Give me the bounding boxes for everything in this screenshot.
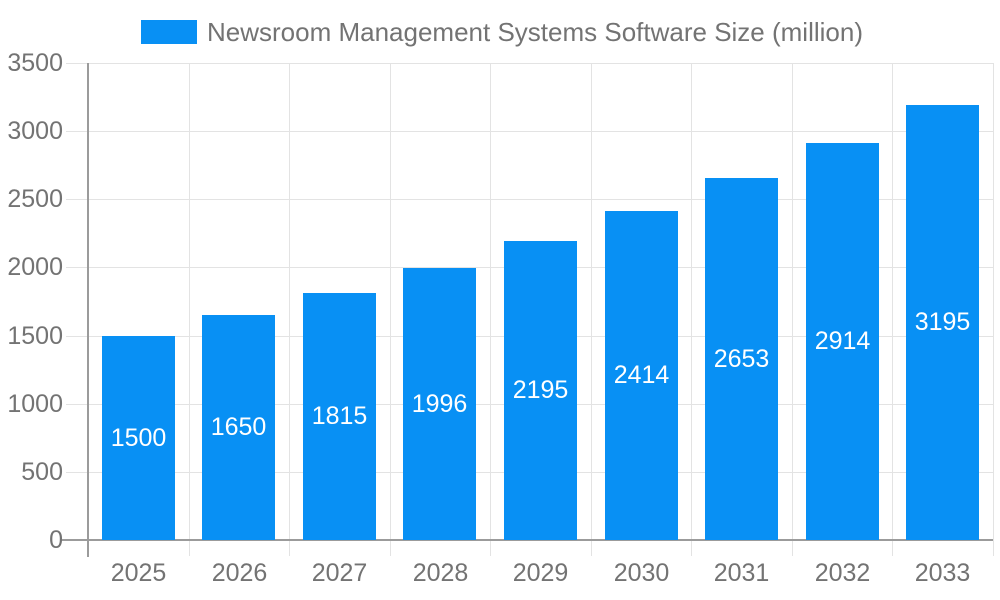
bar-value-label: 1650 (210, 413, 267, 441)
gridline-vertical (490, 63, 491, 556)
y-tick-label: 500 (21, 458, 63, 486)
bar-value-label: 1996 (411, 389, 468, 418)
x-tick-label: 2030 (613, 559, 670, 587)
y-tick-label: 3000 (7, 117, 63, 145)
x-tick-label: 2031 (713, 559, 770, 587)
x-tick-label: 2025 (110, 559, 167, 587)
x-tick-label: 2029 (512, 559, 569, 587)
gridline-horizontal (66, 131, 993, 132)
gridline-vertical (289, 63, 290, 556)
bar-2032: 2914 (806, 143, 879, 540)
gridline-vertical (993, 63, 994, 556)
bar-value-label: 1815 (311, 402, 368, 430)
gridline-vertical (390, 63, 391, 556)
bar-value-label: 2914 (814, 327, 871, 355)
bar-2026: 1650 (202, 315, 275, 540)
bar-value-label: 3195 (914, 308, 971, 336)
gridline-horizontal (66, 63, 993, 64)
gridline-vertical (591, 63, 592, 556)
x-tick-label: 2032 (814, 559, 871, 587)
gridline-vertical (892, 63, 893, 556)
gridline-horizontal (66, 199, 993, 200)
bar-2025: 1500 (102, 336, 175, 540)
bar-value-label: 2653 (713, 344, 770, 373)
gridline-vertical (189, 63, 190, 556)
y-tick-label: 2000 (7, 253, 63, 281)
bar-2027: 1815 (303, 293, 376, 540)
y-tick-label: 3500 (7, 49, 63, 77)
x-axis-baseline (62, 539, 993, 541)
legend-swatch (141, 20, 197, 44)
bar-2029: 2195 (504, 241, 577, 540)
y-tick-label: 2500 (7, 185, 63, 213)
bar-value-label: 1500 (110, 423, 167, 452)
bar-2030: 2414 (605, 211, 678, 540)
gridline-vertical (792, 63, 793, 556)
x-tick-label: 2028 (412, 559, 469, 587)
y-tick-label: 1500 (7, 322, 63, 350)
bar-value-label: 2414 (613, 361, 670, 389)
chart-legend: Newsroom Management Systems Software Siz… (141, 17, 863, 47)
x-tick-label: 2026 (211, 559, 268, 587)
y-axis-line (87, 63, 89, 557)
y-tick-label: 1000 (7, 390, 63, 418)
legend-label: Newsroom Management Systems Software Siz… (207, 17, 863, 47)
bar-value-label: 2195 (512, 376, 569, 404)
bar-2033: 3195 (906, 105, 979, 540)
x-tick-label: 2027 (311, 559, 368, 587)
x-tick-label: 2033 (914, 559, 971, 587)
bar-2028: 1996 (403, 268, 476, 540)
gridline-vertical (691, 63, 692, 556)
y-tick-label: 0 (49, 526, 63, 554)
bar-2031: 2653 (705, 178, 778, 540)
